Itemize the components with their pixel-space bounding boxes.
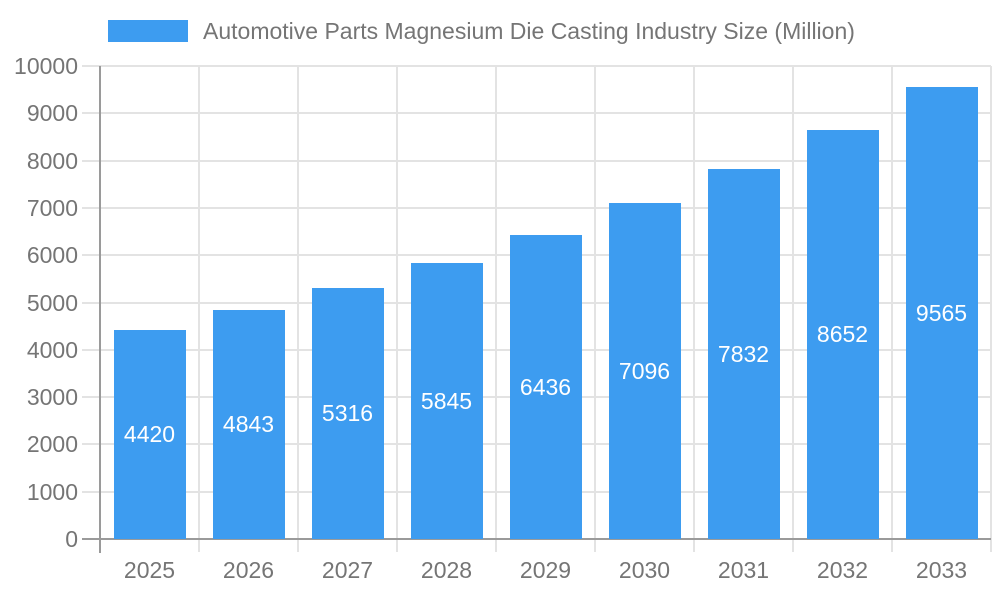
x-axis-tick xyxy=(693,539,695,552)
x-gridline xyxy=(495,66,497,539)
x-axis-label: 2031 xyxy=(717,557,770,583)
x-axis-label: 2027 xyxy=(321,557,374,583)
x-gridline xyxy=(990,66,992,539)
x-axis-tick xyxy=(396,539,398,552)
x-axis-tick xyxy=(990,539,992,552)
y-axis-label: 3000 xyxy=(26,384,78,411)
x-axis-line xyxy=(82,538,991,540)
bar-2028 xyxy=(410,262,483,539)
y-axis-label: 4000 xyxy=(26,336,78,363)
bar-2025 xyxy=(113,329,186,539)
bar-2029 xyxy=(509,234,582,539)
x-axis-tick xyxy=(891,539,893,552)
y-gridline xyxy=(82,65,991,67)
chart-legend: Automotive Parts Magnesium Die Casting I… xyxy=(108,17,855,45)
y-axis-label: 0 xyxy=(65,526,78,552)
legend-swatch xyxy=(108,20,188,42)
y-gridline xyxy=(82,112,991,115)
y-axis-label: 2000 xyxy=(26,431,78,458)
x-axis-label: 2026 xyxy=(222,557,275,583)
x-gridline xyxy=(792,66,794,539)
bar-2030 xyxy=(608,203,681,539)
x-gridline xyxy=(891,66,893,539)
y-gridline xyxy=(82,206,991,209)
plot-area: 0 1000 2000 3000 4000 5000 6000 7000 8000 9000 100… xyxy=(14,53,992,583)
bar-2026 xyxy=(212,309,285,539)
y-axis-label: 10000 xyxy=(14,53,78,79)
x-axis-label: 2030 xyxy=(618,557,671,583)
y-axis-label: 9000 xyxy=(26,100,78,127)
x-axis-label: 2029 xyxy=(519,557,572,583)
x-axis-label: 2028 xyxy=(420,557,473,583)
x-axis-tick xyxy=(792,539,794,552)
x-gridline xyxy=(693,66,695,539)
x-axis-label: 2033 xyxy=(915,557,968,583)
x-gridline xyxy=(198,66,200,539)
x-gridline xyxy=(594,66,596,539)
x-axis-tick xyxy=(198,539,200,552)
bar-2032 xyxy=(806,129,879,539)
y-axis-label: 5000 xyxy=(26,289,78,316)
x-axis-label: 2025 xyxy=(123,557,176,583)
y-axis-line xyxy=(99,66,101,553)
y-axis-label: 1000 xyxy=(26,478,78,505)
y-axis-label: 7000 xyxy=(26,194,78,221)
x-axis-tick xyxy=(297,539,299,552)
bar-2027 xyxy=(311,287,384,539)
y-gridline xyxy=(82,159,991,162)
x-axis-tick xyxy=(495,539,497,552)
bar-2033 xyxy=(905,86,978,539)
chart-title: Automotive Parts Magnesium Die Casting I… xyxy=(203,17,855,44)
x-axis-label: 2032 xyxy=(816,557,869,583)
x-gridline xyxy=(297,66,299,539)
y-axis-label: 8000 xyxy=(26,147,78,174)
y-axis-label: 6000 xyxy=(26,242,78,269)
x-axis-tick xyxy=(594,539,596,552)
bar-2031 xyxy=(707,168,780,539)
x-gridline xyxy=(396,66,398,539)
